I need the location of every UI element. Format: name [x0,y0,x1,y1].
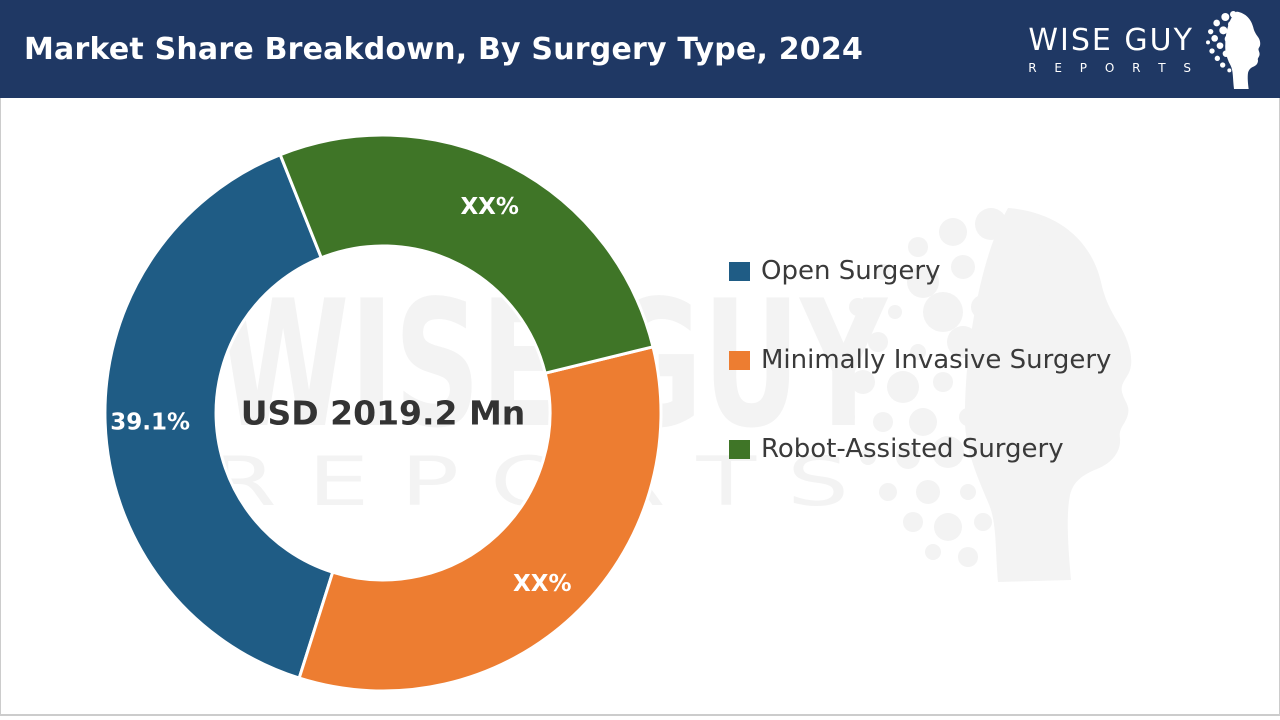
brand-logo-subtitle: R E P O R T S [1028,60,1198,75]
legend-item: Robot-Assisted Surgery [729,434,1111,464]
legend-swatch [729,261,750,281]
page-title: Market Share Breakdown, By Surgery Type,… [24,31,864,67]
donut-segment-percent-0: 39.1% [110,410,190,436]
donut-segment-2 [278,133,655,375]
donut-center-value: USD 2019.2 Mn [240,393,526,433]
header-bar: Market Share Breakdown, By Surgery Type,… [0,0,1280,98]
legend-label: Open Surgery [761,256,941,286]
chart-canvas: WISE GUY R E P O R T S [0,98,1280,716]
brand-logo-wordmark: WISE GUY [1028,22,1194,58]
brand-logo-face-icon [1206,11,1261,90]
donut-segment-percent-1: XX% [513,571,572,597]
donut-segment-percent-2: XX% [460,194,519,220]
legend-swatch [729,439,750,459]
brand-logo: WISE GUY R E P O R T S [1024,6,1262,92]
legend-label: Robot-Assisted Surgery [761,434,1064,464]
legend-swatch [729,350,750,370]
chart-legend: Open Surgery Minimally Invasive Surgery … [729,256,1111,464]
legend-item: Minimally Invasive Surgery [729,345,1111,375]
legend-label: Minimally Invasive Surgery [761,345,1112,375]
legend-item: Open Surgery [729,256,1111,286]
